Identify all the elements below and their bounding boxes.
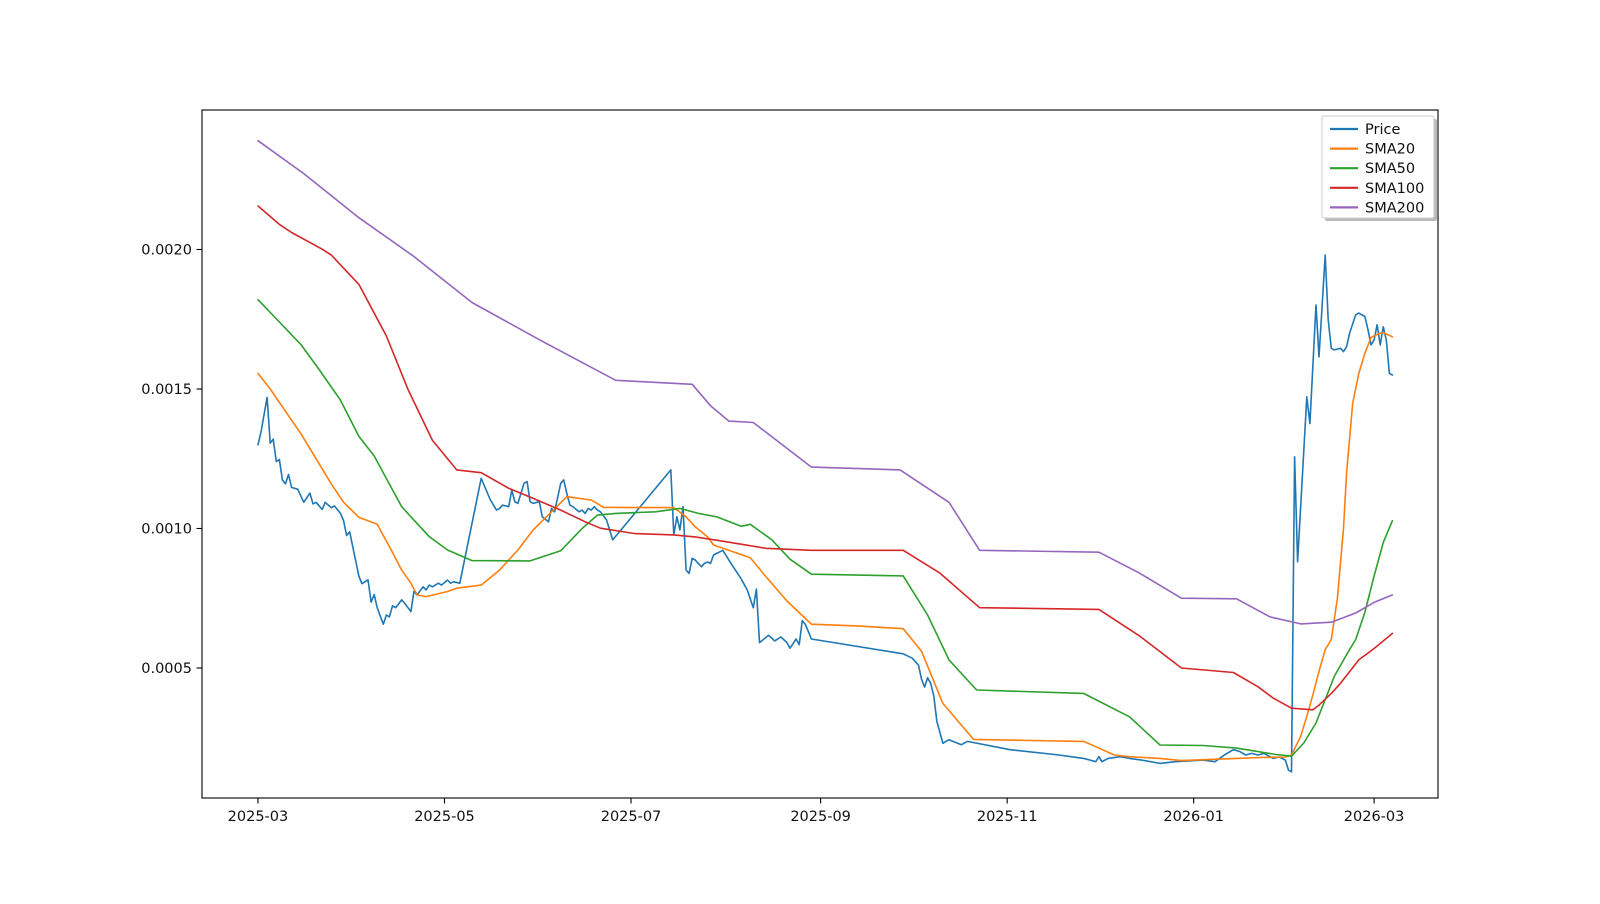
x-tick-label-2026-01: 2026-01 xyxy=(1163,809,1224,825)
legend-entry-price: Price xyxy=(1330,122,1400,138)
y-tick-label-0.0005: 0.0005 xyxy=(141,661,192,677)
series-line-sma200 xyxy=(257,139,1394,625)
series-line-sma50 xyxy=(257,298,1394,758)
x-tick-label-2025-11: 2025-11 xyxy=(977,809,1038,825)
legend-label-sma100: SMA100 xyxy=(1365,181,1424,197)
x-tick-label-2026-03: 2026-03 xyxy=(1344,809,1405,825)
y-tick-label-0.0015: 0.0015 xyxy=(141,382,192,398)
series-line-price xyxy=(257,254,1394,773)
x-tick-label-2025-09: 2025-09 xyxy=(790,809,851,825)
legend-entry-sma50: SMA50 xyxy=(1330,161,1415,177)
legend-label-sma200: SMA200 xyxy=(1365,200,1424,216)
legend-entry-sma100: SMA100 xyxy=(1330,181,1424,197)
plot-area-frame xyxy=(201,109,1439,799)
y-tick-label-0.0020: 0.0020 xyxy=(141,242,192,258)
legend-entry-sma20: SMA20 xyxy=(1330,142,1415,158)
legend-entry-sma200: SMA200 xyxy=(1330,200,1424,216)
y-tick-label-0.0010: 0.0010 xyxy=(141,521,192,537)
legend-label-sma20: SMA20 xyxy=(1365,142,1415,158)
x-tick-label-2025-03: 2025-03 xyxy=(228,809,289,825)
x-tick-label-2025-05: 2025-05 xyxy=(414,809,475,825)
series-line-sma100 xyxy=(257,205,1394,711)
x-tick-label-2025-07: 2025-07 xyxy=(601,809,662,825)
legend-label-sma50: SMA50 xyxy=(1365,161,1415,177)
series-line-sma20 xyxy=(257,331,1394,762)
legend-box xyxy=(1321,115,1435,219)
legend-label-price: Price xyxy=(1365,122,1400,138)
